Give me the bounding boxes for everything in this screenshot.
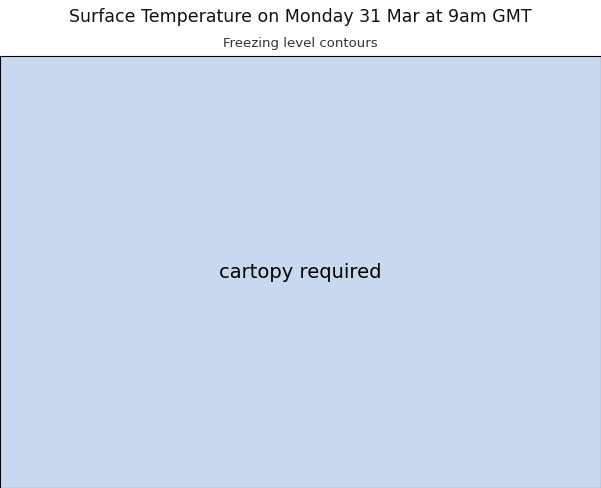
- Text: Surface Temperature on Monday 31 Mar at 9am GMT: Surface Temperature on Monday 31 Mar at …: [69, 8, 532, 26]
- Text: Freezing level contours: Freezing level contours: [223, 37, 378, 50]
- Text: cartopy required: cartopy required: [219, 263, 382, 282]
